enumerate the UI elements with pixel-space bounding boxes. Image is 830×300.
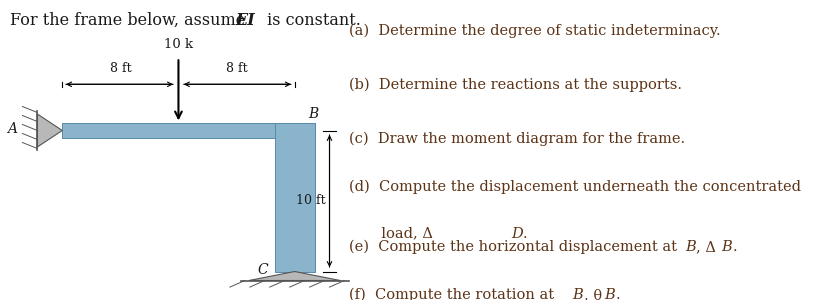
- Text: (b)  Determine the reactions at the supports.: (b) Determine the reactions at the suppo…: [349, 78, 681, 92]
- Text: 10 ft: 10 ft: [295, 194, 325, 208]
- Text: .: .: [523, 226, 528, 241]
- Text: 8 ft: 8 ft: [226, 62, 247, 75]
- Text: 10 k: 10 k: [164, 38, 193, 51]
- Text: D: D: [511, 226, 523, 241]
- Text: (f)  Compute the rotation at: (f) Compute the rotation at: [349, 288, 559, 300]
- Text: C: C: [258, 263, 268, 277]
- Text: load, Δ: load, Δ: [349, 226, 432, 241]
- Text: For the frame below, assume: For the frame below, assume: [10, 12, 251, 29]
- Polygon shape: [249, 272, 340, 280]
- Text: is constant.: is constant.: [262, 12, 361, 29]
- Text: B: B: [604, 288, 615, 300]
- Text: .: .: [733, 240, 738, 254]
- Text: .: .: [616, 288, 621, 300]
- Text: (d)  Compute the displacement underneath the concentrated: (d) Compute the displacement underneath …: [349, 180, 801, 194]
- Text: , θ: , θ: [584, 288, 603, 300]
- Text: B: B: [721, 240, 732, 254]
- Polygon shape: [37, 114, 62, 147]
- Text: , Δ: , Δ: [696, 240, 716, 254]
- Bar: [62, 123, 315, 138]
- Text: EI: EI: [236, 12, 256, 29]
- Text: (e)  Compute the horizontal displacement at: (e) Compute the horizontal displacement …: [349, 240, 681, 254]
- Text: (a)  Determine the degree of static indeterminacy.: (a) Determine the degree of static indet…: [349, 24, 720, 38]
- Text: 8 ft: 8 ft: [110, 62, 131, 75]
- Text: (c)  Draw the moment diagram for the frame.: (c) Draw the moment diagram for the fram…: [349, 132, 685, 146]
- Text: B: B: [685, 240, 696, 254]
- Text: A: A: [7, 122, 17, 136]
- Text: B: B: [308, 107, 318, 121]
- Text: B: B: [573, 288, 583, 300]
- Bar: [275, 123, 315, 272]
